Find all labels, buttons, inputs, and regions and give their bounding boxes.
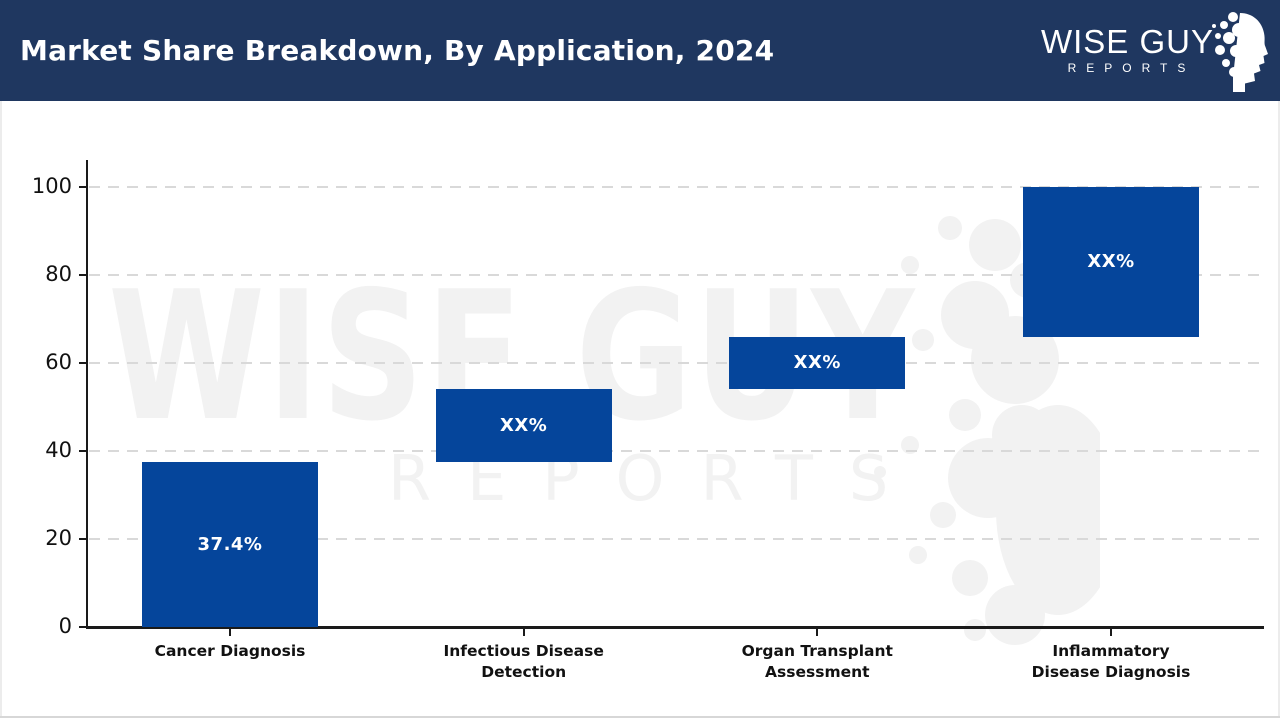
bottom-border (0, 716, 1280, 718)
bar: XX% (729, 336, 906, 390)
y-tick-label: 80 (45, 262, 72, 286)
y-tick-mark (79, 626, 87, 628)
y-tick-mark (79, 186, 87, 188)
y-tick-label: 0 (58, 614, 72, 638)
bar: XX% (435, 389, 612, 463)
x-axis-label: Inflammatory Disease Diagnosis (1031, 642, 1191, 681)
right-border (1278, 101, 1280, 718)
wise-guy-logo: WISE GUY REPORTS (1041, 8, 1268, 92)
gridline (89, 362, 1264, 364)
x-tick-mark (1110, 629, 1112, 636)
x-axis-line (86, 626, 1264, 629)
y-tick-mark (79, 362, 87, 364)
y-tick-label: 100 (31, 174, 72, 198)
x-tick-mark (522, 629, 525, 636)
logo-wordmark: WISE GUY (1040, 22, 1214, 60)
logo-subtitle: REPORTS (1067, 61, 1196, 76)
y-tick-label: 60 (45, 350, 72, 374)
bar-value-label: XX% (793, 352, 841, 374)
x-axis-label: Cancer Diagnosis (154, 642, 306, 660)
gridline (89, 274, 1264, 276)
y-tick-mark (79, 274, 87, 276)
x-axis-label: Organ Transplant Assessment (741, 642, 893, 681)
y-tick-label: 40 (45, 438, 72, 462)
x-tick-mark (229, 629, 231, 636)
bar-value-label: XX% (500, 415, 548, 437)
bar: 37.4% (142, 462, 318, 627)
bar: XX% (1023, 187, 1199, 337)
bar-value-label: XX% (1087, 251, 1135, 273)
header-bar: Market Share Breakdown, By Application, … (0, 0, 1280, 101)
bar-value-label: 37.4% (197, 534, 263, 556)
logo-text: WISE GUY REPORTS (1040, 22, 1214, 76)
chart-title: Market Share Breakdown, By Application, … (20, 34, 775, 67)
x-tick-mark (816, 629, 819, 636)
y-axis-line (86, 160, 88, 628)
left-border (0, 101, 2, 718)
y-tick-mark (79, 450, 87, 452)
y-tick-label: 20 (45, 526, 72, 550)
gridline (89, 538, 1264, 540)
gridline (89, 186, 1264, 188)
x-axis-label: Infectious Disease Detection (443, 642, 604, 681)
gridline (89, 450, 1264, 452)
dotted-head-icon (1212, 12, 1268, 92)
y-tick-mark (79, 538, 87, 540)
